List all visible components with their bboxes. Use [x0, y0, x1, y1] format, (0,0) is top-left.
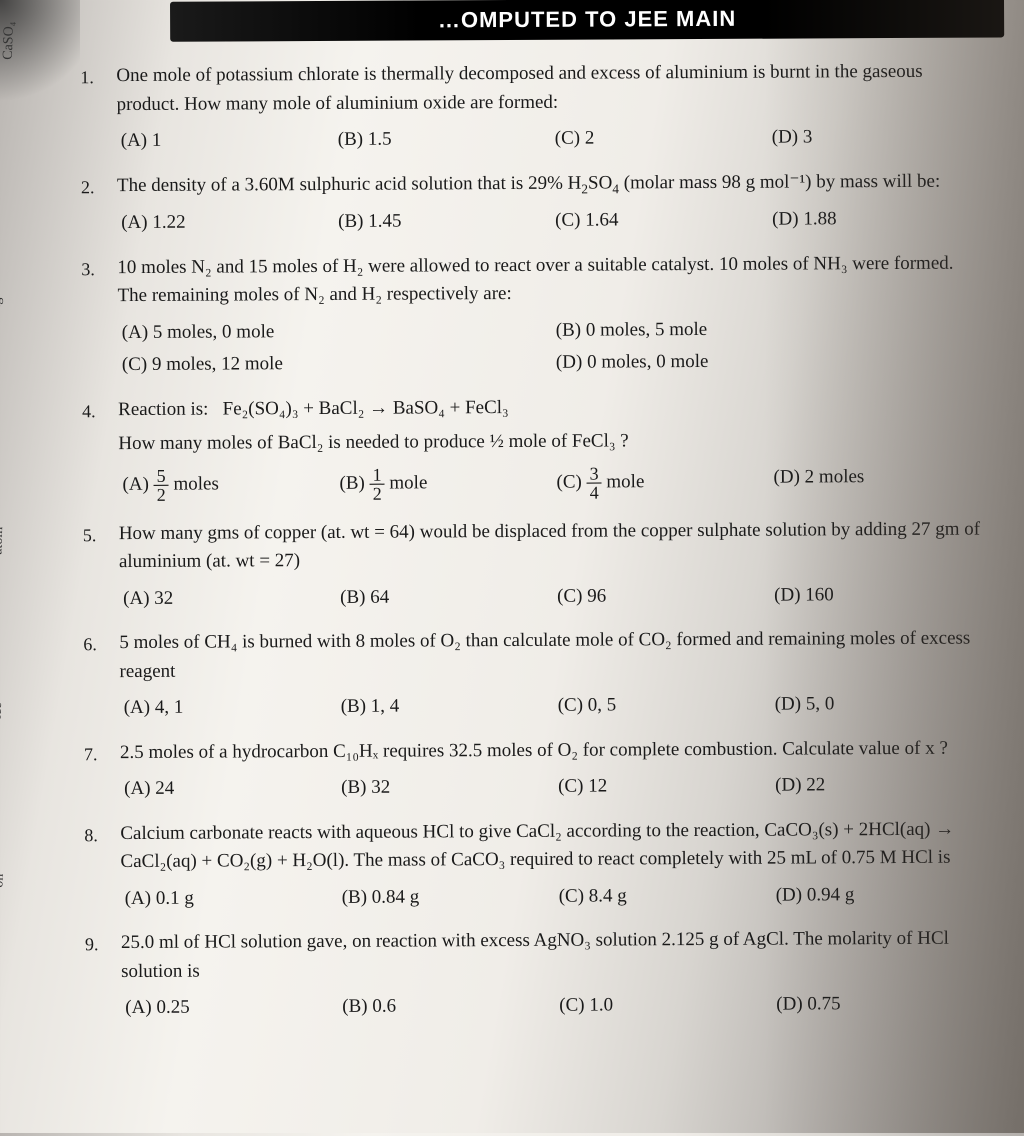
side-label-caso: CaSO₄	[1, 21, 18, 60]
options: (A) 5 moles, 0 mole (B) 0 moles, 5 mole …	[118, 312, 986, 382]
option-d: (D) 0.94 g	[772, 878, 989, 912]
options: (A) 24 (B) 32 (C) 12 (D) 22	[120, 769, 988, 806]
option-b: (B) 1.5	[334, 123, 551, 157]
question-number: 5.	[83, 520, 119, 616]
question-text: 2.5 moles of a hydrocarbon C₁₀Hₓ require…	[120, 734, 988, 767]
option-a: (A) 24	[120, 772, 337, 806]
side-label-rting: rting	[0, 297, 5, 324]
option-c: (C) 1.64	[551, 204, 768, 238]
option-c: (C) 12	[554, 770, 771, 804]
option-a: (A) 0.25	[121, 991, 338, 1025]
options: (A) 1 (B) 1.5 (C) 2 (D) 3	[117, 121, 985, 158]
side-label-on: on	[0, 873, 8, 887]
options: (A) 52 moles (B) 12 mole (C) 34 mole (D)…	[118, 460, 986, 506]
reaction-line: Reaction is: Fe₂(SO₄)₃ + BaCl₂ → BaSO₄ +…	[118, 391, 986, 424]
question-text: How many moles of BaCl₂ is needed to pro…	[118, 426, 986, 459]
option-b: (B) 0 moles, 5 mole	[552, 312, 986, 347]
option-b: (B) 1.45	[334, 205, 551, 239]
question-text: The density of a 3.60M sulphuric acid so…	[117, 167, 985, 201]
option-a: (A) 32	[119, 582, 336, 616]
question-7: 7. 2.5 moles of a hydrocarbon C₁₀Hₓ requ…	[84, 734, 988, 806]
option-a: (A) 4, 1	[120, 691, 337, 725]
options: (A) 4, 1 (B) 1, 4 (C) 0, 5 (D) 5, 0	[120, 688, 988, 725]
option-b: (B) 12 mole	[335, 463, 552, 505]
header-title: …OMPUTED TO JEE MAIN	[438, 6, 736, 34]
question-text: Calcium carbonate reacts with aqueous HC…	[120, 815, 988, 877]
option-d: (D) 2 moles	[769, 460, 986, 502]
question-text: 10 moles N₂ and 15 moles of H₂ were allo…	[117, 249, 985, 311]
question-text: 25.0 ml of HCl solution gave, on reactio…	[121, 925, 989, 987]
option-d: (D) 0.75	[772, 988, 989, 1022]
option-a: (A) 52 moles	[118, 464, 335, 506]
question-5: 5. How many gms of copper (at. wt = 64) …	[83, 515, 987, 615]
question-6: 6. 5 moles of CH₄ is burned with 8 moles…	[83, 625, 987, 725]
question-1: 1. One mole of potassium chlorate is the…	[80, 58, 984, 158]
header-bar: …OMPUTED TO JEE MAIN	[170, 0, 1004, 42]
option-d: (D) 3	[768, 121, 985, 155]
option-d: (D) 5, 0	[771, 688, 988, 722]
question-4: 4. Reaction is: Fe₂(SO₄)₃ + BaCl₂ → BaSO…	[82, 391, 987, 506]
option-b: (B) 64	[336, 581, 553, 615]
question-number: 6.	[83, 629, 119, 725]
question-2: 2. The density of a 3.60M sulphuric acid…	[81, 167, 985, 240]
option-a: (A) 0.1 g	[121, 882, 338, 916]
question-number: 4.	[82, 396, 119, 506]
question-text: How many gms of copper (at. wt = 64) wou…	[119, 515, 987, 577]
option-c: (C) 2	[551, 122, 768, 156]
options: (A) 0.25 (B) 0.6 (C) 1.0 (D) 0.75	[121, 988, 989, 1025]
option-d: (D) 1.88	[768, 203, 985, 237]
question-number: 1.	[80, 62, 116, 158]
side-label-atom: atom	[0, 526, 7, 554]
option-c: (C) 0, 5	[554, 689, 771, 723]
option-c: (C) 9 moles, 12 mole	[118, 347, 552, 382]
question-8: 8. Calcium carbonate reacts with aqueous…	[84, 815, 988, 915]
option-a: (A) 5 moles, 0 mole	[118, 315, 552, 350]
option-c: (C) 8.4 g	[555, 879, 772, 913]
option-b: (B) 32	[337, 771, 554, 805]
option-a: (A) 1.22	[117, 206, 334, 240]
question-text: One mole of potassium chlorate is therma…	[116, 58, 984, 120]
question-number: 9.	[85, 929, 121, 1025]
option-b: (B) 0.84 g	[338, 881, 555, 915]
option-c: (C) 1.0	[555, 989, 772, 1023]
content: 1. One mole of potassium chlorate is the…	[80, 8, 989, 1026]
option-d: (D) 22	[771, 769, 988, 803]
question-9: 9. 25.0 ml of HCl solution gave, on reac…	[85, 925, 989, 1025]
option-b: (B) 1, 4	[337, 690, 554, 724]
question-number: 3.	[81, 254, 118, 382]
question-number: 7.	[84, 739, 120, 806]
option-d: (D) 160	[770, 578, 987, 612]
option-d: (D) 0 moles, 0 mole	[552, 345, 986, 380]
side-label-icc: icc	[0, 702, 6, 719]
options: (A) 1.22 (B) 1.45 (C) 1.64 (D) 1.88	[117, 203, 985, 240]
option-a: (A) 1	[117, 124, 334, 158]
side-label-oun: ount	[0, 193, 4, 218]
options: (A) 0.1 g (B) 0.84 g (C) 8.4 g (D) 0.94 …	[121, 878, 989, 915]
question-number: 2.	[81, 172, 117, 240]
options: (A) 32 (B) 64 (C) 96 (D) 160	[119, 578, 987, 615]
option-b: (B) 0.6	[338, 990, 555, 1024]
option-c: (C) 34 mole	[552, 461, 769, 503]
question-3: 3. 10 moles N₂ and 15 moles of H₂ were a…	[81, 249, 986, 382]
page: …OMPUTED TO JEE MAIN CaSO₄ ount rting at…	[0, 0, 1024, 1136]
question-text: 5 moles of CH₄ is burned with 8 moles of…	[119, 625, 987, 687]
question-number: 8.	[84, 820, 120, 916]
option-c: (C) 96	[553, 579, 770, 613]
